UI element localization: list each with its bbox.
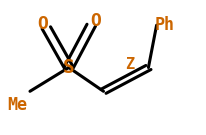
Text: Ph: Ph — [154, 16, 174, 34]
Text: O: O — [37, 15, 47, 33]
Text: Z: Z — [125, 57, 134, 72]
Text: O: O — [89, 12, 100, 30]
Text: S: S — [63, 58, 74, 77]
Text: Me: Me — [8, 96, 28, 114]
